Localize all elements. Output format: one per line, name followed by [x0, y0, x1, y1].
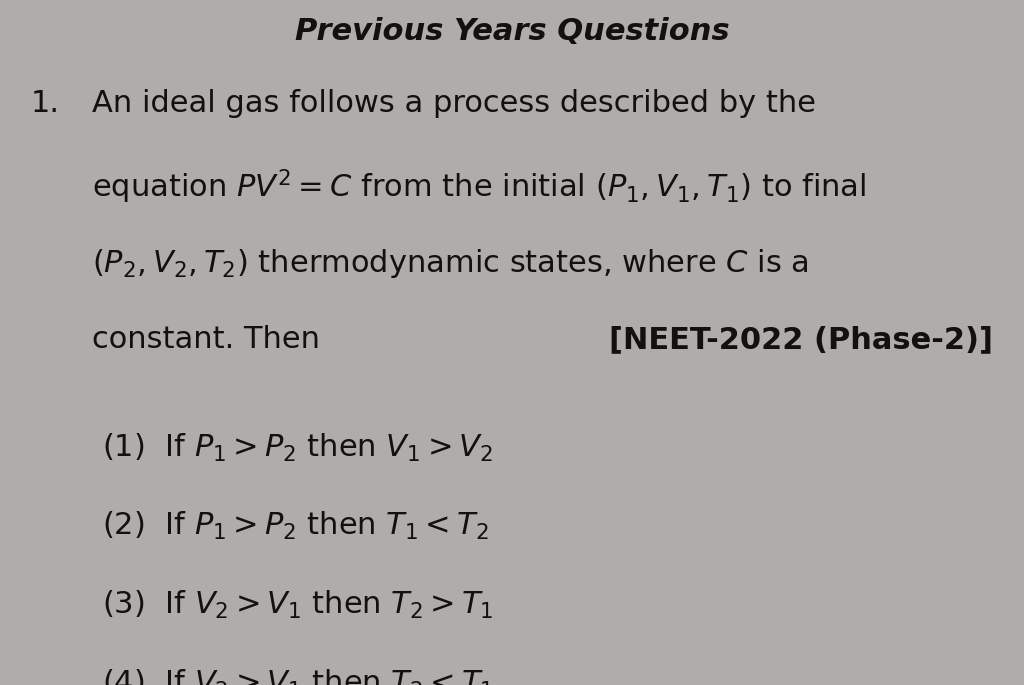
- Text: (2)  If $P_1 > P_2$ then $T_1 < T_2$: (2) If $P_1 > P_2$ then $T_1 < T_2$: [102, 510, 488, 543]
- Text: constant. Then: constant. Then: [92, 325, 321, 354]
- Text: Previous Years Questions: Previous Years Questions: [295, 17, 729, 46]
- Text: (3)  If $V_2 > V_1$ then $T_2 > T_1$: (3) If $V_2 > V_1$ then $T_2 > T_1$: [102, 589, 494, 621]
- Text: (4)  If $V_2 > V_1$ then $T_2 < T_1$: (4) If $V_2 > V_1$ then $T_2 < T_1$: [102, 668, 494, 685]
- Text: [NEET-2022 (Phase-2)]: [NEET-2022 (Phase-2)]: [609, 325, 993, 354]
- Text: 1.: 1.: [31, 89, 59, 118]
- Text: (1)  If $P_1 > P_2$ then $V_1 > V_2$: (1) If $P_1 > P_2$ then $V_1 > V_2$: [102, 432, 494, 464]
- Text: $(P_2, V_2, T_2)$ thermodynamic states, where $C$ is a: $(P_2, V_2, T_2)$ thermodynamic states, …: [92, 247, 809, 279]
- Text: An ideal gas follows a process described by the: An ideal gas follows a process described…: [92, 89, 816, 118]
- Text: equation $PV^2 = C$ from the initial $(P_1, V_1, T_1)$ to final: equation $PV^2 = C$ from the initial $(P…: [92, 168, 866, 206]
